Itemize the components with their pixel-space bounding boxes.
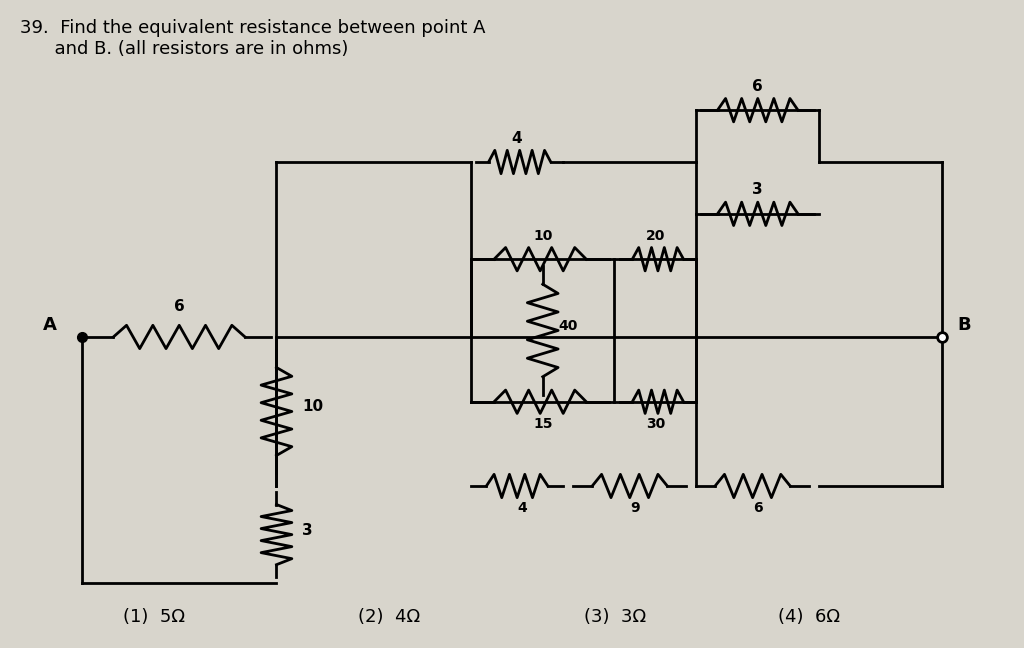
- Text: 6: 6: [174, 299, 184, 314]
- Text: 3: 3: [302, 522, 312, 538]
- Text: 6: 6: [753, 501, 763, 515]
- Text: 9: 9: [630, 501, 640, 515]
- Text: 30: 30: [646, 417, 665, 431]
- Text: 39.  Find the equivalent resistance between point A
      and B. (all resistors : 39. Find the equivalent resistance betwe…: [20, 19, 486, 58]
- Text: (3)  3Ω: (3) 3Ω: [584, 608, 646, 626]
- Text: 10: 10: [302, 399, 324, 415]
- Text: 3: 3: [753, 182, 763, 198]
- Text: 15: 15: [532, 417, 553, 431]
- Text: 10: 10: [534, 229, 552, 243]
- Text: 40: 40: [558, 319, 578, 334]
- Text: (2)  4Ω: (2) 4Ω: [358, 608, 421, 626]
- Text: A: A: [42, 316, 56, 334]
- Text: (4)  6Ω: (4) 6Ω: [778, 608, 841, 626]
- Text: (1)  5Ω: (1) 5Ω: [123, 608, 185, 626]
- Text: 20: 20: [646, 229, 665, 243]
- Text: 4: 4: [512, 130, 522, 146]
- Text: 6: 6: [753, 78, 763, 94]
- Text: B: B: [957, 316, 971, 334]
- Text: 4: 4: [517, 501, 527, 515]
